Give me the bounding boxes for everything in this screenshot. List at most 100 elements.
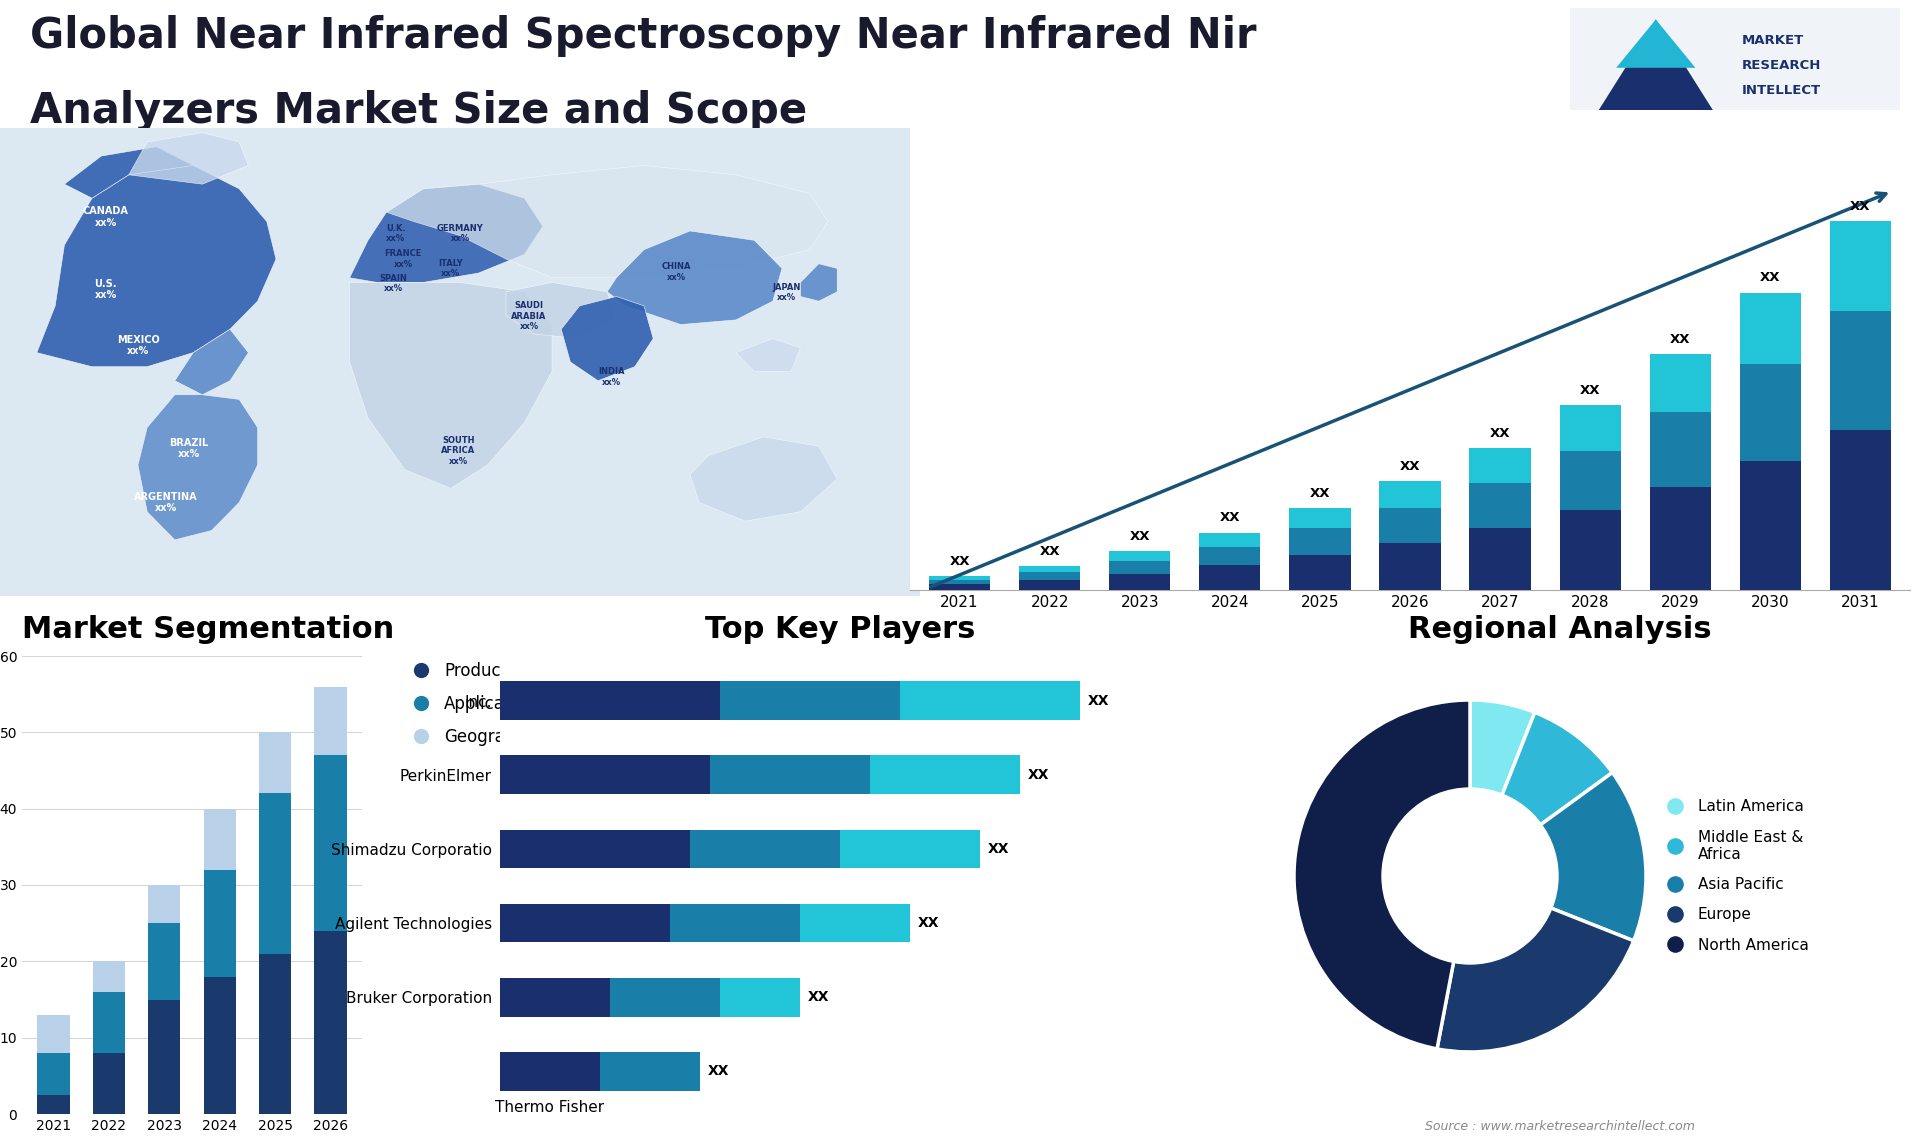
Bar <box>929 575 991 580</box>
Bar <box>929 580 991 583</box>
Bar <box>1200 533 1260 547</box>
Bar <box>611 978 720 1017</box>
Text: XX: XX <box>1219 511 1240 525</box>
Polygon shape <box>175 329 248 394</box>
Text: Analyzers Market Size and Scope: Analyzers Market Size and Scope <box>31 91 806 132</box>
Polygon shape <box>801 264 837 301</box>
Bar <box>259 732 292 793</box>
Polygon shape <box>349 185 543 282</box>
Text: Market Segmentation: Market Segmentation <box>21 615 394 644</box>
Text: FRANCE
xx%: FRANCE xx% <box>384 250 422 269</box>
Text: XX: XX <box>808 990 829 1004</box>
Polygon shape <box>386 165 828 277</box>
Bar <box>599 1052 701 1091</box>
Bar <box>259 953 292 1114</box>
Bar <box>1020 572 1081 580</box>
Text: Thermo Fisher: Thermo Fisher <box>495 1100 605 1115</box>
Bar <box>38 1094 69 1114</box>
Bar <box>315 755 346 931</box>
Text: XX: XX <box>1400 461 1421 473</box>
Bar <box>801 904 910 942</box>
Bar <box>148 885 180 924</box>
Bar <box>499 904 670 942</box>
Bar <box>148 924 180 999</box>
Bar <box>1649 354 1711 411</box>
Bar <box>92 1053 125 1114</box>
Polygon shape <box>65 147 194 198</box>
Text: XX: XX <box>1761 272 1780 284</box>
Text: BRAZIL
xx%: BRAZIL xx% <box>169 438 207 460</box>
Bar <box>315 931 346 1114</box>
Bar <box>720 978 801 1017</box>
Bar <box>1379 543 1440 590</box>
Text: XX: XX <box>1490 427 1511 440</box>
Bar <box>1020 580 1081 590</box>
Text: XX: XX <box>948 555 970 567</box>
Text: XX: XX <box>708 1065 730 1078</box>
Wedge shape <box>1471 713 1613 876</box>
Polygon shape <box>36 165 276 367</box>
Bar <box>689 830 841 869</box>
Bar <box>92 961 125 992</box>
Bar <box>1110 574 1171 590</box>
Bar <box>1020 566 1081 572</box>
Text: XX: XX <box>1580 384 1601 398</box>
Bar <box>1288 508 1350 528</box>
Polygon shape <box>138 394 257 540</box>
Bar <box>1740 461 1801 590</box>
Bar <box>870 755 1020 794</box>
Bar <box>710 755 870 794</box>
Text: Regional Analysis: Regional Analysis <box>1407 615 1713 644</box>
Text: XX: XX <box>989 842 1010 856</box>
Wedge shape <box>1471 772 1645 941</box>
Polygon shape <box>735 338 801 371</box>
Text: XX: XX <box>918 916 939 931</box>
Text: INTELLECT: INTELLECT <box>1741 85 1820 97</box>
Text: XX: XX <box>1309 487 1331 500</box>
Text: RESEARCH: RESEARCH <box>1741 58 1820 72</box>
Polygon shape <box>349 282 553 488</box>
Bar <box>1379 508 1440 543</box>
Bar <box>1469 528 1530 590</box>
Polygon shape <box>1596 19 1715 113</box>
Bar <box>499 755 710 794</box>
Bar <box>1469 484 1530 528</box>
Text: JAPAN
xx%: JAPAN xx% <box>772 283 801 303</box>
Bar <box>92 992 125 1053</box>
Text: U.K.
xx%: U.K. xx% <box>386 223 405 243</box>
Text: Top Key Players: Top Key Players <box>705 615 975 644</box>
Bar <box>1830 430 1891 590</box>
Bar <box>1830 221 1891 311</box>
Bar <box>1110 562 1171 574</box>
Polygon shape <box>561 297 653 380</box>
Polygon shape <box>607 231 781 324</box>
Text: XX: XX <box>1027 768 1050 782</box>
Bar <box>929 583 991 590</box>
Polygon shape <box>129 133 248 185</box>
Text: Source : www.marketresearchintellect.com: Source : www.marketresearchintellect.com <box>1425 1121 1695 1133</box>
Bar <box>1649 411 1711 487</box>
Bar <box>1740 292 1801 364</box>
Bar <box>38 1014 69 1053</box>
Bar <box>204 976 236 1114</box>
Bar <box>1379 481 1440 508</box>
Legend: Latin America, Middle East &
Africa, Asia Pacific, Europe, North America: Latin America, Middle East & Africa, Asi… <box>1653 793 1814 959</box>
Text: SPAIN
xx%: SPAIN xx% <box>380 274 407 293</box>
Bar <box>259 793 292 953</box>
Bar <box>315 686 346 755</box>
Text: U.S.
xx%: U.S. xx% <box>94 278 117 300</box>
Text: MARKET: MARKET <box>1741 33 1805 47</box>
Bar <box>1830 311 1891 430</box>
Bar <box>1469 448 1530 484</box>
Wedge shape <box>1471 700 1534 876</box>
Text: CHINA
xx%: CHINA xx% <box>662 262 691 282</box>
Bar <box>204 870 236 976</box>
Text: XX: XX <box>1129 529 1150 543</box>
Bar <box>1288 528 1350 555</box>
Bar <box>1740 364 1801 461</box>
Bar <box>38 1053 69 1094</box>
Bar <box>499 681 720 720</box>
Text: CANADA
xx%: CANADA xx% <box>83 206 129 228</box>
Text: XX: XX <box>1851 199 1870 213</box>
Bar <box>499 978 611 1017</box>
